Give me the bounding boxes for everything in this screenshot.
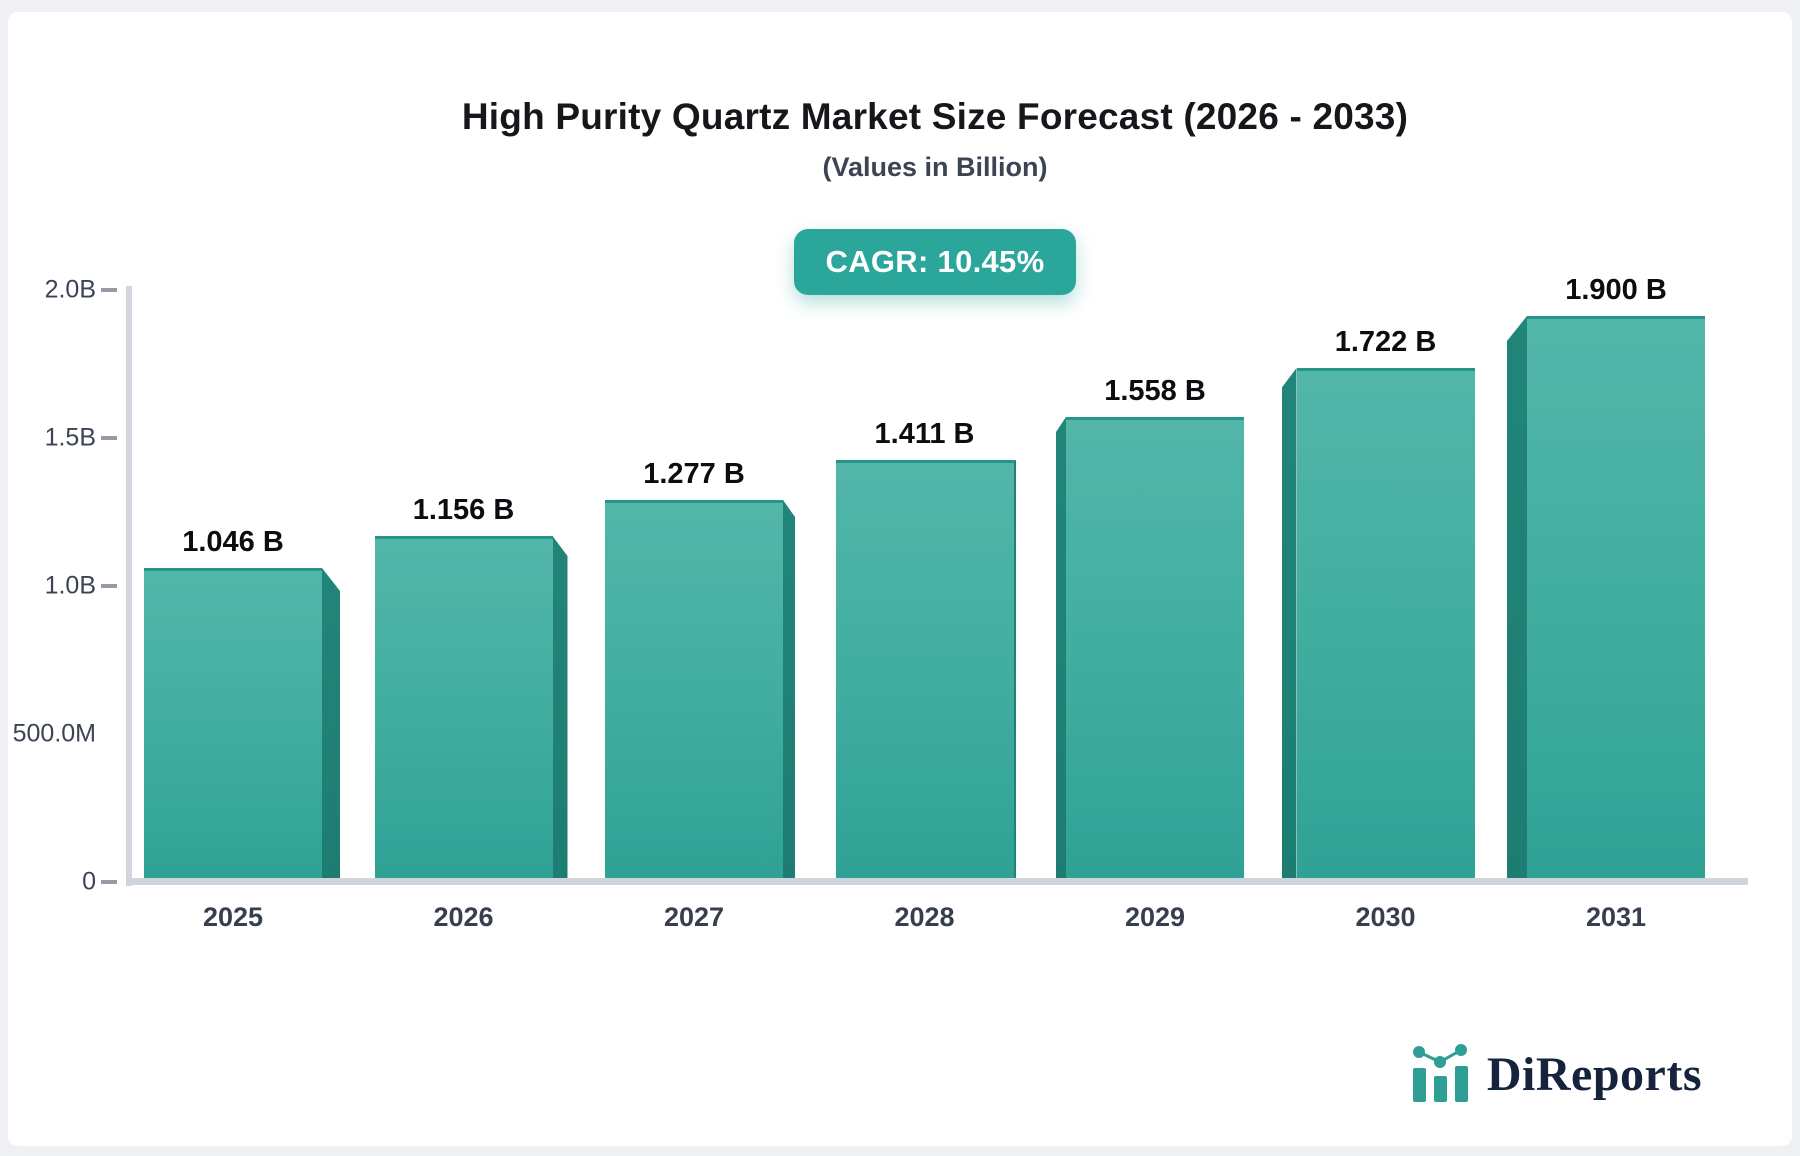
bar-2030 [1296, 368, 1475, 878]
y-tick-mark [101, 436, 117, 440]
x-axis-label-2026: 2026 [433, 902, 494, 932]
bar-3d-side-2029 [1056, 417, 1066, 878]
cagr-badge: CAGR: 10.45% [793, 229, 1077, 295]
y-tick-mark [101, 288, 117, 292]
chart-header: High Purity Quartz Market Size Forecast … [70, 0, 1800, 295]
bar-2029 [1066, 417, 1244, 878]
bar-3d-side-2031 [1507, 316, 1527, 878]
bar-3d-side-2027 [783, 500, 795, 878]
direports-logo: DiReports [1405, 1038, 1702, 1110]
x-axis-label-2031: 2031 [1585, 902, 1647, 932]
bar-3d-side-2030 [1281, 368, 1297, 878]
bar-value-label: 1.277 B [643, 458, 745, 490]
bar-2028 [835, 460, 1016, 878]
chart-title: High Purity Quartz Market Size Forecast … [461, 96, 1409, 137]
bar-3d-side-2026 [552, 536, 568, 878]
y-axis-line [126, 286, 132, 886]
y-tick-label: 500.0M [12, 719, 96, 748]
bar-value-label: 1.558 B [1104, 375, 1206, 407]
bar-value-label: 1.900 B [1565, 274, 1667, 306]
bar-3d-side-2025 [322, 568, 340, 878]
y-tick-label: 2.0B [44, 275, 96, 304]
x-axis-label-2027: 2027 [663, 902, 725, 932]
bar-2026 [374, 536, 553, 878]
x-axis-label-2030: 2030 [1355, 902, 1416, 932]
direports-logo-icon [1405, 1038, 1477, 1110]
y-tick-label: 0 [82, 867, 96, 896]
bar-value-label: 1.156 B [412, 494, 515, 526]
bar-value-label: 1.046 B [182, 526, 284, 558]
x-axis-label-2029: 2029 [1124, 902, 1186, 932]
direports-logo-text: DiReports [1486, 1047, 1702, 1101]
bar-2027 [605, 500, 783, 878]
y-tick-label: 1.0B [44, 571, 96, 600]
y-tick-label: 1.5B [44, 423, 96, 452]
x-axis-line [126, 878, 1748, 885]
y-tick-mark [101, 584, 117, 588]
x-axis-label-2028: 2028 [894, 902, 955, 932]
bar-value-label: 1.722 B [1334, 326, 1437, 358]
x-axis-label-2025: 2025 [202, 902, 264, 932]
y-tick-mark [101, 880, 117, 884]
bar-2025 [144, 568, 322, 878]
chart-subtitle: (Values in Billion) [822, 152, 1048, 182]
bar-2031 [1527, 316, 1705, 878]
bar-value-label: 1.411 B [874, 418, 975, 450]
